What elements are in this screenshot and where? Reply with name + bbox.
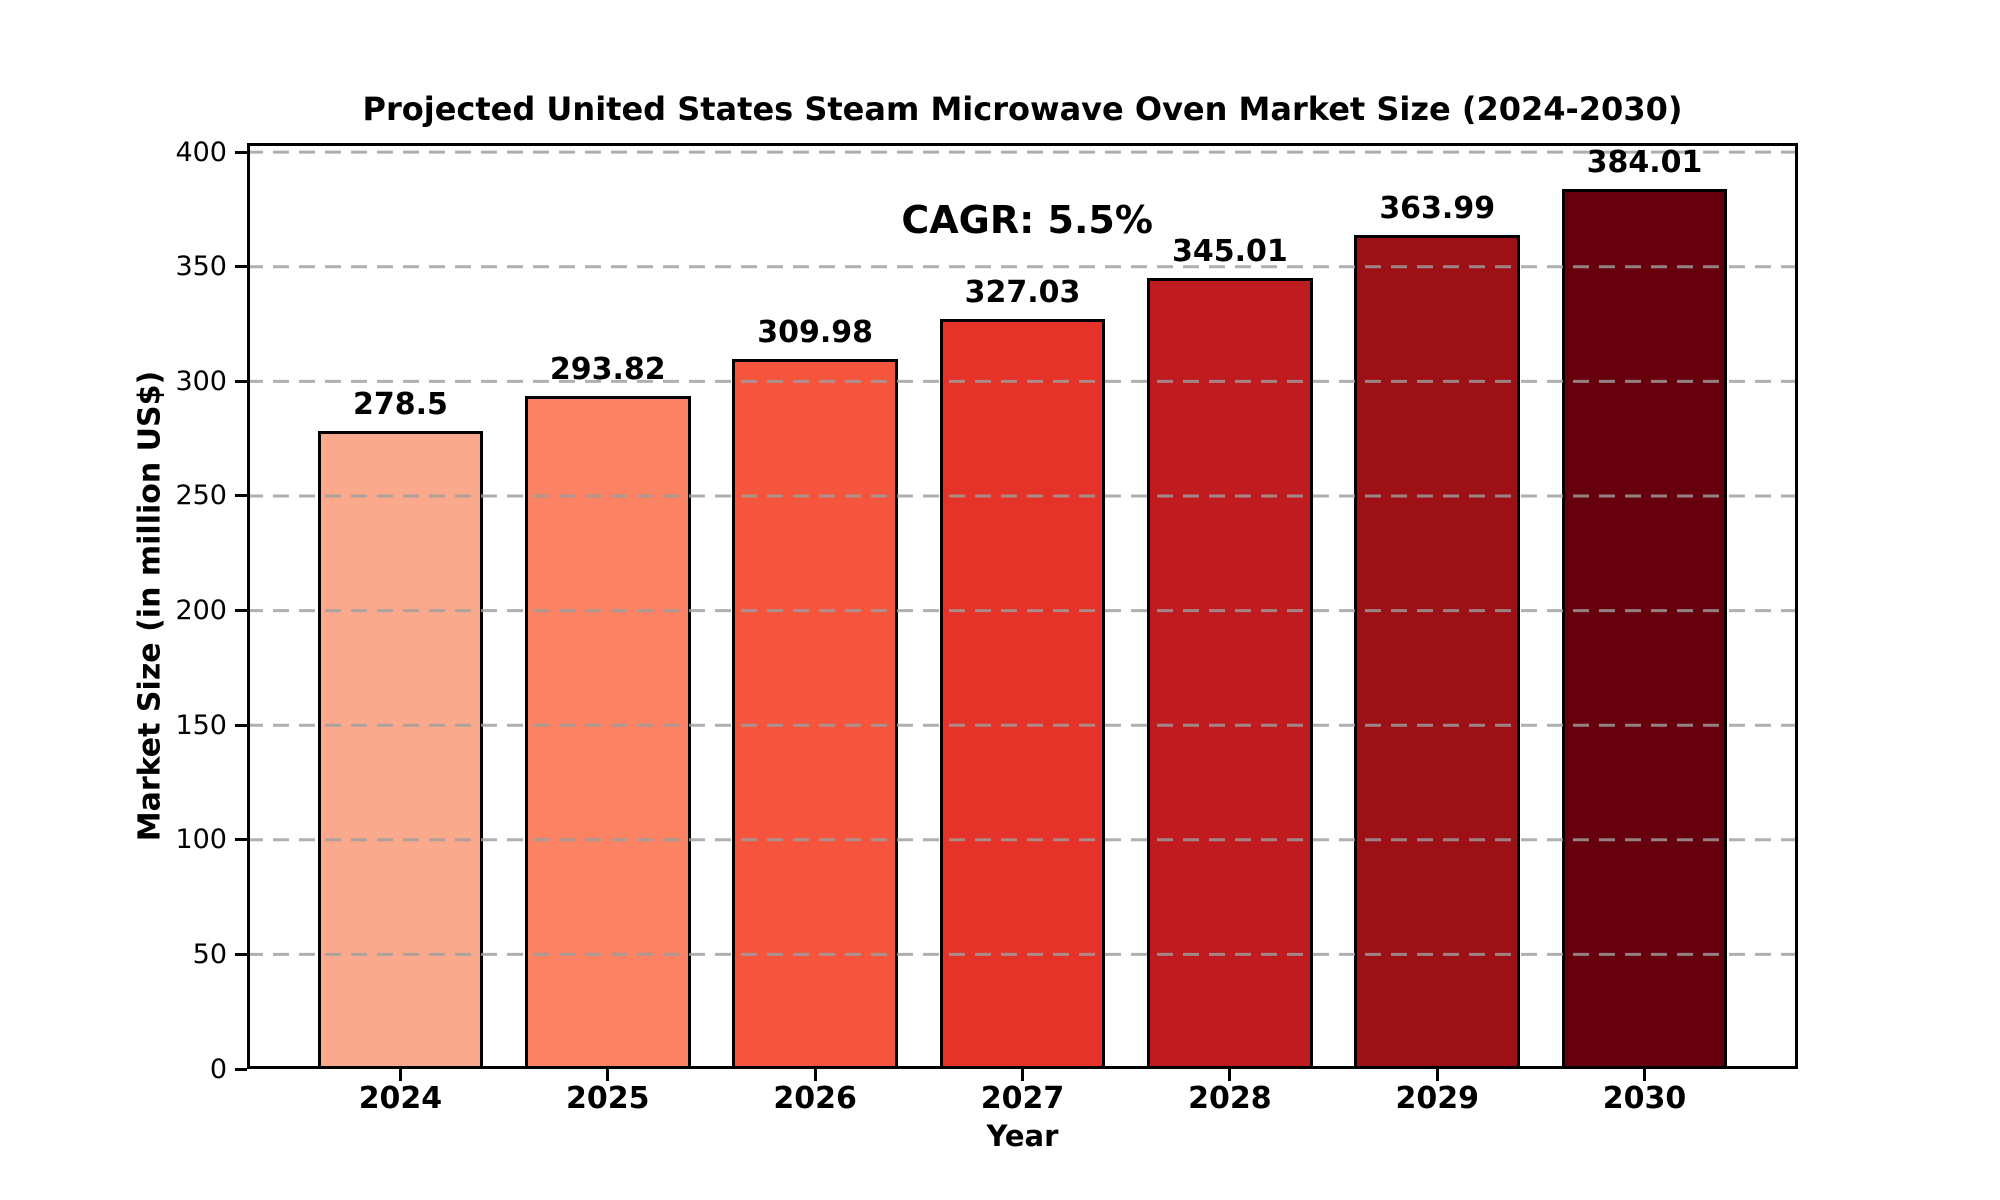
y-tick-label: 350 [175, 251, 227, 283]
y-tick-mark [235, 952, 247, 956]
bar-2029 [1354, 234, 1521, 1069]
bar-value-label: 293.82 [549, 351, 666, 387]
bars-layer [247, 143, 1798, 1069]
bar-value-label: 309.98 [757, 314, 874, 350]
bar-value-label: 278.5 [352, 386, 448, 422]
bar-2024 [317, 430, 484, 1069]
x-tick-mark [606, 1069, 610, 1081]
y-tick-label: 100 [175, 824, 227, 856]
y-tick-mark [235, 494, 247, 498]
plot-area: 278.5 293.82 309.98 327.03 345.01 363.99 384.0… [247, 143, 1798, 1069]
x-tick-label-2029: 2029 [1395, 1081, 1479, 1116]
bar-2028 [1146, 278, 1313, 1069]
y-tick-mark [235, 723, 247, 727]
x-tick-mark [1228, 1069, 1232, 1081]
bar-2025 [524, 395, 691, 1069]
x-tick-mark [398, 1069, 402, 1081]
y-tick-label: 300 [175, 365, 227, 397]
y-tick-label: 400 [175, 136, 227, 168]
x-tick-mark [1021, 1069, 1024, 1081]
y-tick-mark [235, 1067, 247, 1071]
x-tick-label-2024: 2024 [358, 1081, 443, 1116]
y-tick-label: 150 [175, 709, 227, 741]
x-tick-label-2025: 2025 [566, 1081, 650, 1116]
y-tick-label: 250 [175, 480, 227, 512]
x-tick-mark [1643, 1069, 1647, 1081]
x-tick-mark [813, 1069, 817, 1081]
y-tick-label: 50 [192, 938, 227, 970]
x-tick-label-2028: 2028 [1188, 1081, 1272, 1116]
y-tick-mark [235, 150, 247, 154]
y-tick-label: 200 [175, 595, 227, 627]
x-tick-mark [1435, 1069, 1439, 1081]
bar-2030 [1561, 188, 1728, 1069]
y-tick-mark [235, 265, 247, 269]
bar-2027 [939, 319, 1106, 1069]
y-tick-mark [235, 609, 247, 613]
bar-value-label: 345.01 [1171, 234, 1288, 270]
y-tick-mark [235, 379, 247, 383]
x-tick-label-2030: 2030 [1602, 1081, 1687, 1116]
x-axis-label: Year [986, 1119, 1059, 1153]
value-labels-layer: 278.5 293.82 309.98 327.03 345.01 363.99 384.0… [247, 143, 1798, 1069]
x-tick-label-2026: 2026 [773, 1081, 857, 1116]
cagr-annotation: CAGR: 5.5% [901, 198, 1153, 242]
chart-title: Projected United States Steam Microwave … [362, 90, 1683, 128]
bar-value-label: 384.01 [1586, 144, 1703, 180]
bar-value-label: 363.99 [1379, 190, 1496, 226]
bar-value-label: 327.03 [964, 275, 1081, 311]
y-tick-label: 0 [209, 1053, 227, 1085]
y-tick-mark [235, 838, 247, 842]
x-tick-label-2027: 2027 [980, 1081, 1065, 1116]
